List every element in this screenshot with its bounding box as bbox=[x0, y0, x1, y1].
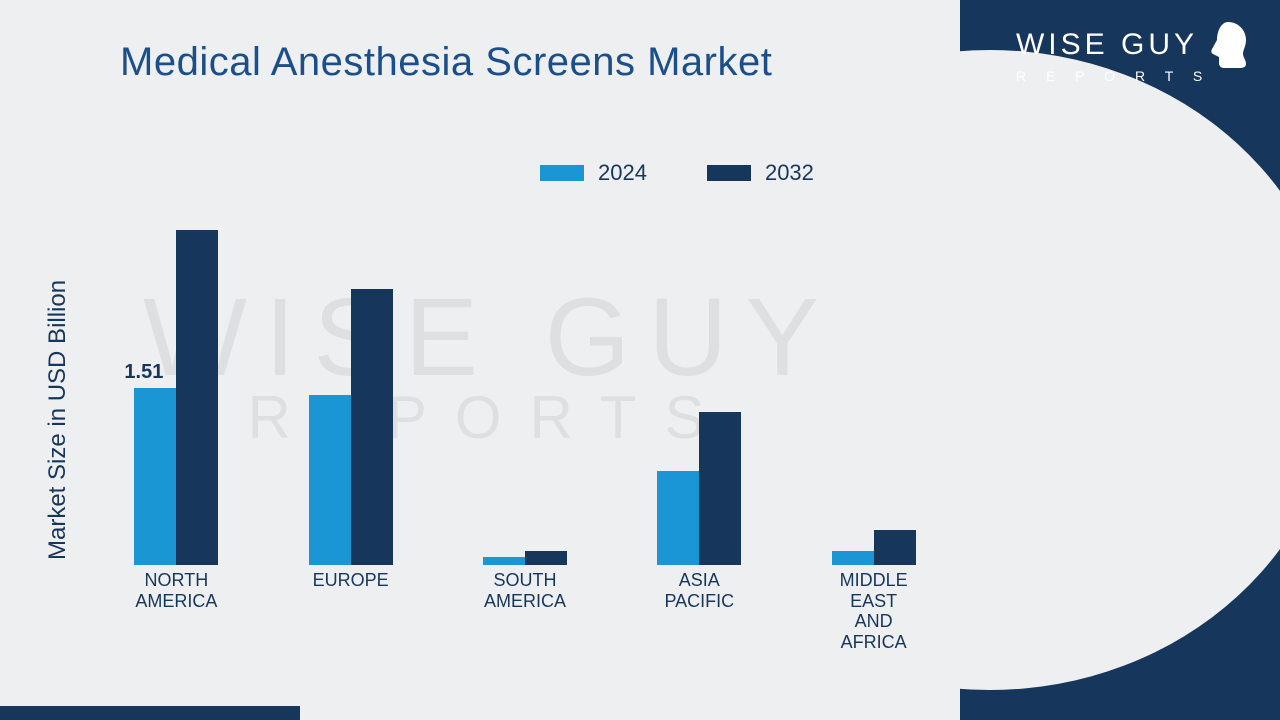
x-axis-category-label: EUROPE bbox=[291, 570, 411, 591]
legend-item: 2024 bbox=[540, 160, 647, 186]
bar bbox=[874, 530, 916, 565]
bar bbox=[832, 551, 874, 565]
bar bbox=[351, 289, 393, 565]
bar-group bbox=[657, 412, 741, 565]
legend-item: 2032 bbox=[707, 160, 814, 186]
brand-logo: WISE GUY R E P O R T S bbox=[1016, 20, 1250, 84]
legend-label: 2024 bbox=[598, 160, 647, 186]
logo-text-line2: R E P O R T S bbox=[1016, 68, 1250, 84]
legend-label: 2032 bbox=[765, 160, 814, 186]
chart-title: Medical Anesthesia Screens Market bbox=[120, 40, 772, 85]
footer-accent-bar bbox=[0, 706, 300, 720]
legend-swatch bbox=[707, 165, 751, 181]
bar bbox=[525, 551, 567, 565]
bar-group bbox=[483, 551, 567, 565]
chart-canvas: Medical Anesthesia Screens Market WISE G… bbox=[0, 0, 1280, 720]
bar-group bbox=[832, 530, 916, 565]
bar bbox=[309, 395, 351, 565]
bar bbox=[657, 471, 699, 565]
legend: 2024 2032 bbox=[540, 160, 814, 186]
bar bbox=[699, 412, 741, 565]
x-axis-category-label: ASIA PACIFIC bbox=[639, 570, 759, 611]
x-axis-category-label: NORTH AMERICA bbox=[116, 570, 236, 611]
logo-text-line1: WISE GUY bbox=[1016, 28, 1198, 62]
plot: 1.51 bbox=[110, 195, 940, 565]
bar bbox=[134, 388, 176, 565]
bar-group: 1.51 bbox=[134, 230, 218, 565]
x-axis-category-label: MIDDLE EAST AND AFRICA bbox=[814, 570, 934, 653]
bar-value-label: 1.51 bbox=[124, 361, 163, 384]
legend-swatch bbox=[540, 165, 584, 181]
y-axis-label: Market Size in USD Billion bbox=[44, 280, 72, 560]
bar bbox=[483, 557, 525, 565]
chart-plot-area: 1.51 bbox=[110, 195, 940, 565]
bar-group bbox=[309, 289, 393, 565]
head-silhouette-icon bbox=[1204, 20, 1250, 70]
x-axis-category-label: SOUTH AMERICA bbox=[465, 570, 585, 611]
bar bbox=[176, 230, 218, 565]
